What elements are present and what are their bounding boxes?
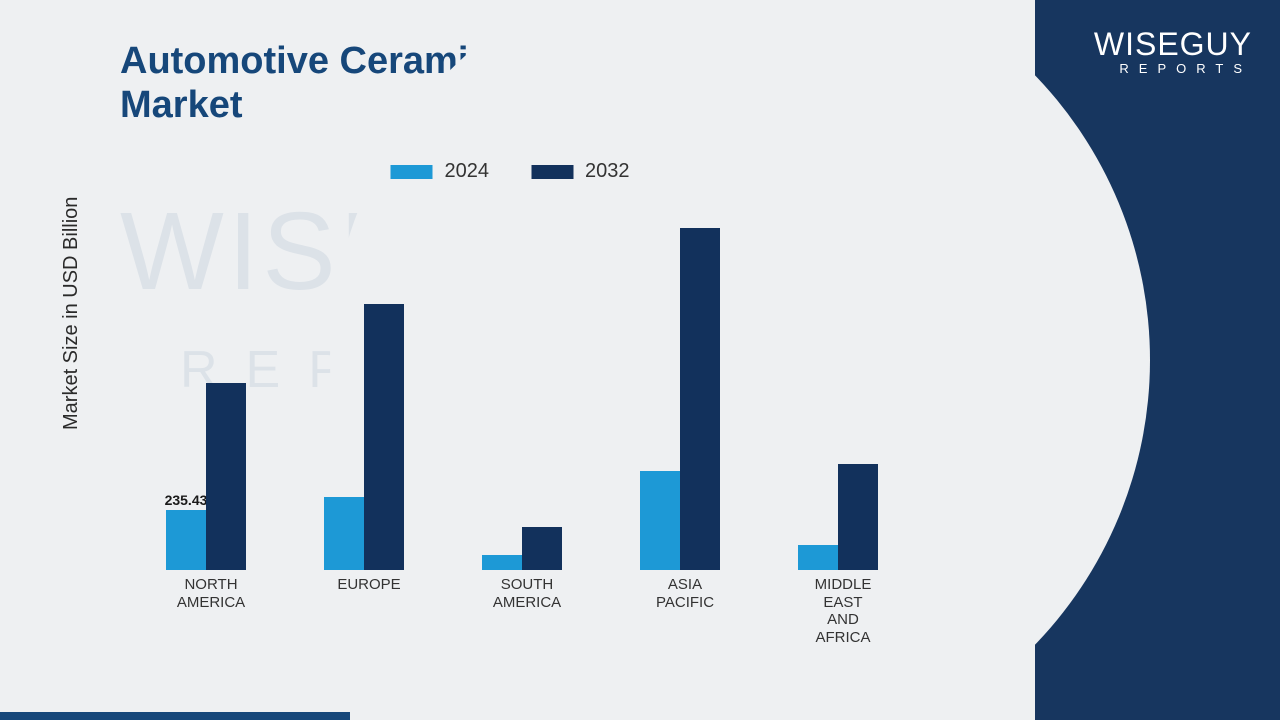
category-label: SOUTHAMERICA (460, 570, 594, 611)
category-label: ASIAPACIFIC (618, 570, 752, 611)
bar-2032 (838, 464, 878, 570)
bar-2024 (798, 545, 838, 570)
brand-line2: REPORTS (1094, 61, 1252, 76)
brand-word-2: GUY (1180, 26, 1252, 62)
bar-2032 (206, 383, 246, 570)
plot-area: 235.43NORTHAMERICAEUROPESOUTHAMERICAASIA… (144, 190, 914, 570)
legend: 2024 2032 (391, 160, 630, 183)
legend-label-2024: 2024 (445, 160, 490, 183)
bar-2024 (482, 555, 522, 570)
bar-chart: Market Size in USD Billion 2024 2032 235… (100, 160, 920, 670)
category-label: NORTHAMERICA (144, 570, 278, 611)
legend-label-2032: 2032 (585, 160, 630, 183)
category-label: MIDDLEEASTANDAFRICA (776, 570, 910, 647)
bar-2032 (680, 228, 720, 570)
brand-line1: WISEGUY (1094, 26, 1252, 63)
bar-2032 (364, 304, 404, 570)
legend-item-2024: 2024 (391, 160, 490, 183)
report-canvas: WISEGUY REPORTS WISE GUY REPORTS Automot… (0, 0, 1280, 720)
legend-item-2032: 2032 (531, 160, 630, 183)
bar-2024: 235.43 (166, 510, 206, 570)
bar-2024 (640, 471, 680, 570)
legend-swatch-2032 (531, 165, 573, 179)
bar-2024 (324, 497, 364, 570)
category-label: EUROPE (302, 570, 436, 594)
bottom-accent-bar (0, 712, 350, 720)
legend-swatch-2024 (391, 165, 433, 179)
brand-word-1: WISE (1094, 26, 1180, 62)
y-axis-label: Market Size in USD Billion (60, 197, 83, 430)
brand-logo: WISEGUY REPORTS (1094, 26, 1252, 76)
bar-2032 (522, 527, 562, 570)
